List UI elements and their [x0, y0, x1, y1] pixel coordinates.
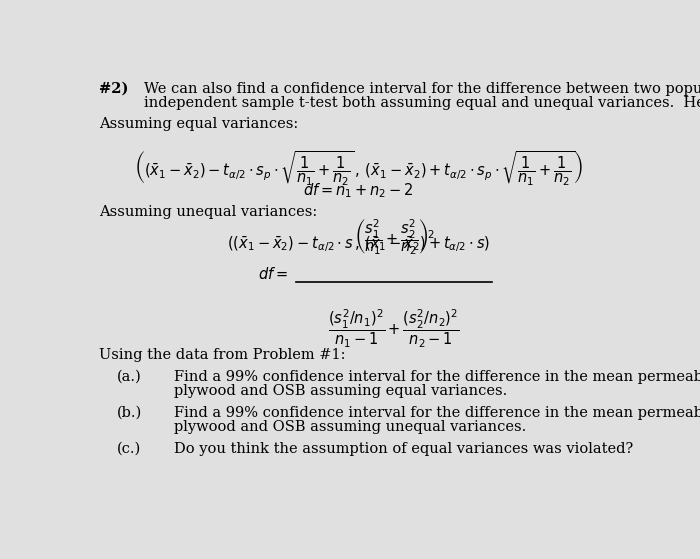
Text: $df = n_1 + n_2 - 2$: $df = n_1 + n_2 - 2$: [303, 181, 414, 200]
Text: We can also find a confidence interval for the difference between two population: We can also find a confidence interval f…: [144, 82, 700, 96]
Text: Assuming equal variances:: Assuming equal variances:: [99, 117, 299, 131]
Text: #2): #2): [99, 82, 129, 96]
Text: Do you think the assumption of equal variances was violated?: Do you think the assumption of equal var…: [174, 442, 634, 456]
Text: plywood and OSB assuming equal variances.: plywood and OSB assuming equal variances…: [174, 384, 508, 399]
Text: Find a 99% confidence interval for the difference in the mean permeability betwe: Find a 99% confidence interval for the d…: [174, 406, 700, 420]
Text: plywood and OSB assuming unequal variances.: plywood and OSB assuming unequal varianc…: [174, 420, 526, 434]
Text: $\dfrac{(s_1^2/n_1)^2}{n_1-1}+\dfrac{(s_2^2/n_2)^2}{n_2-1}$: $\dfrac{(s_1^2/n_1)^2}{n_1-1}+\dfrac{(s_…: [328, 307, 460, 350]
Text: (b.): (b.): [118, 406, 143, 420]
Text: independent sample t-test both assuming equal and unequal variances.  Here are t: independent sample t-test both assuming …: [144, 96, 700, 110]
Text: (a.): (a.): [118, 370, 142, 384]
Text: Using the data from Problem #1:: Using the data from Problem #1:: [99, 348, 346, 362]
Text: $\left(\dfrac{s_1^2}{n_1}+\dfrac{s_2^2}{n_2}\right)^{\!2}$: $\left(\dfrac{s_1^2}{n_1}+\dfrac{s_2^2}{…: [354, 218, 435, 257]
Text: Find a 99% confidence interval for the difference in the mean permeability betwe: Find a 99% confidence interval for the d…: [174, 370, 700, 384]
Text: $\left((\bar{x}_1 - \bar{x}_2) - t_{\alpha/2} \cdot s_p \cdot \sqrt{\dfrac{1}{n_: $\left((\bar{x}_1 - \bar{x}_2) - t_{\alp…: [134, 150, 583, 188]
Text: $df = $: $df = $: [258, 266, 288, 282]
Text: Assuming unequal variances:: Assuming unequal variances:: [99, 205, 318, 219]
Text: (c.): (c.): [118, 442, 141, 456]
Text: $\left((\bar{x}_1 - \bar{x}_2) - t_{\alpha/2} \cdot s\,,\,(\bar{x}_1 - \bar{x}_2: $\left((\bar{x}_1 - \bar{x}_2) - t_{\alp…: [228, 235, 490, 255]
